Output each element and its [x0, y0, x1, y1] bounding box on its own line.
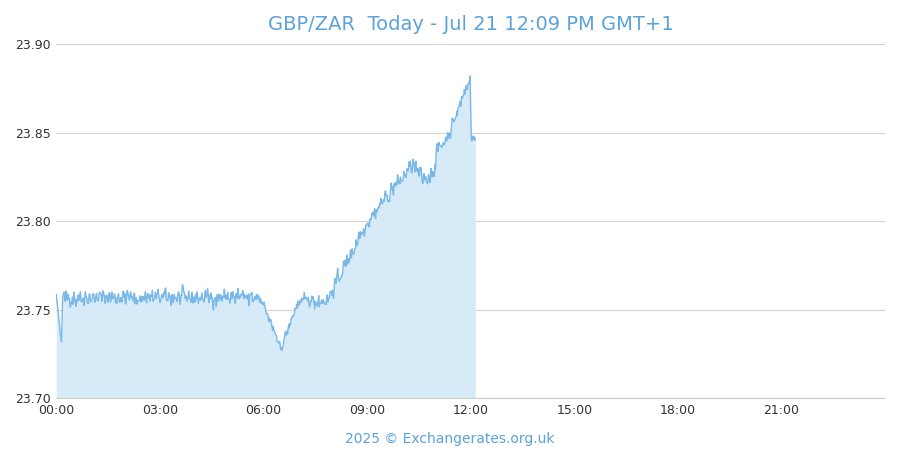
Text: 2025 © Exchangerates.org.uk: 2025 © Exchangerates.org.uk [346, 432, 554, 446]
Title: GBP/ZAR  Today - Jul 21 12:09 PM GMT+1: GBP/ZAR Today - Jul 21 12:09 PM GMT+1 [268, 15, 673, 34]
